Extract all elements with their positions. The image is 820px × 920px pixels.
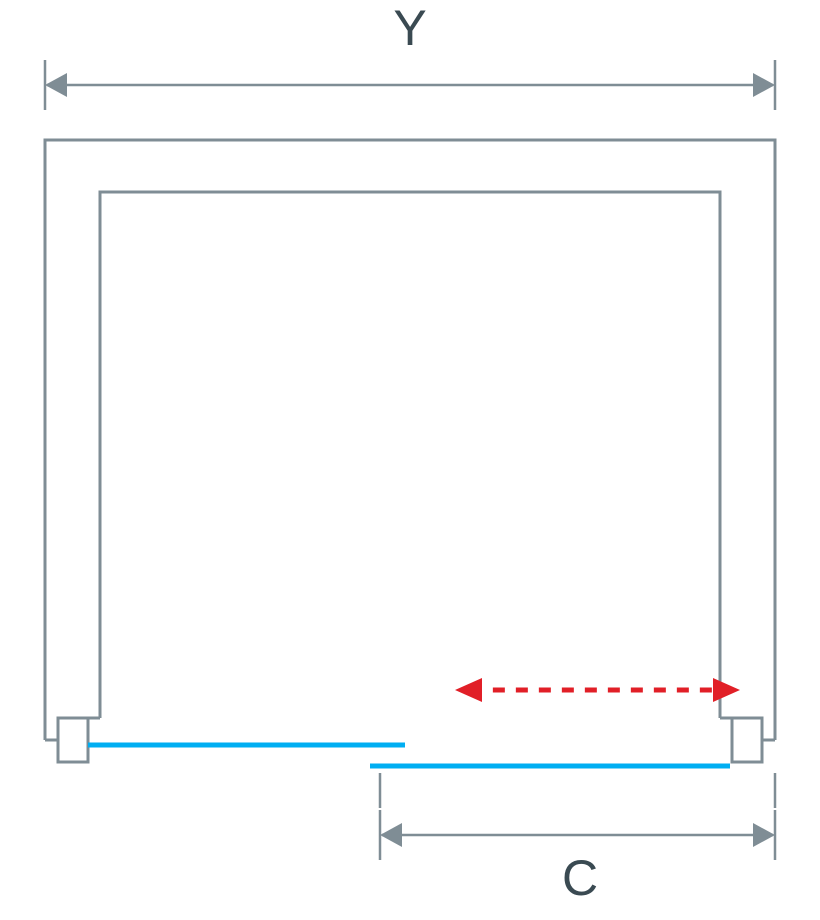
frame-inner [100,192,720,718]
dim-label: C [562,850,598,906]
frame-foot-left [58,718,88,762]
dim-arrow-right-icon [753,73,775,97]
frame-foot-right [732,718,762,762]
motion-arrow-right-icon [713,678,740,702]
dimension-line: C [380,810,775,906]
dim-arrow-left-icon [45,73,67,97]
dim-arrow-right-icon [753,823,775,847]
motion-arrow-left-icon [455,678,482,702]
dim-arrow-left-icon [380,823,402,847]
dim-label: Y [393,0,426,56]
dimension-line: Y [45,0,775,110]
frame-outer [45,140,775,740]
